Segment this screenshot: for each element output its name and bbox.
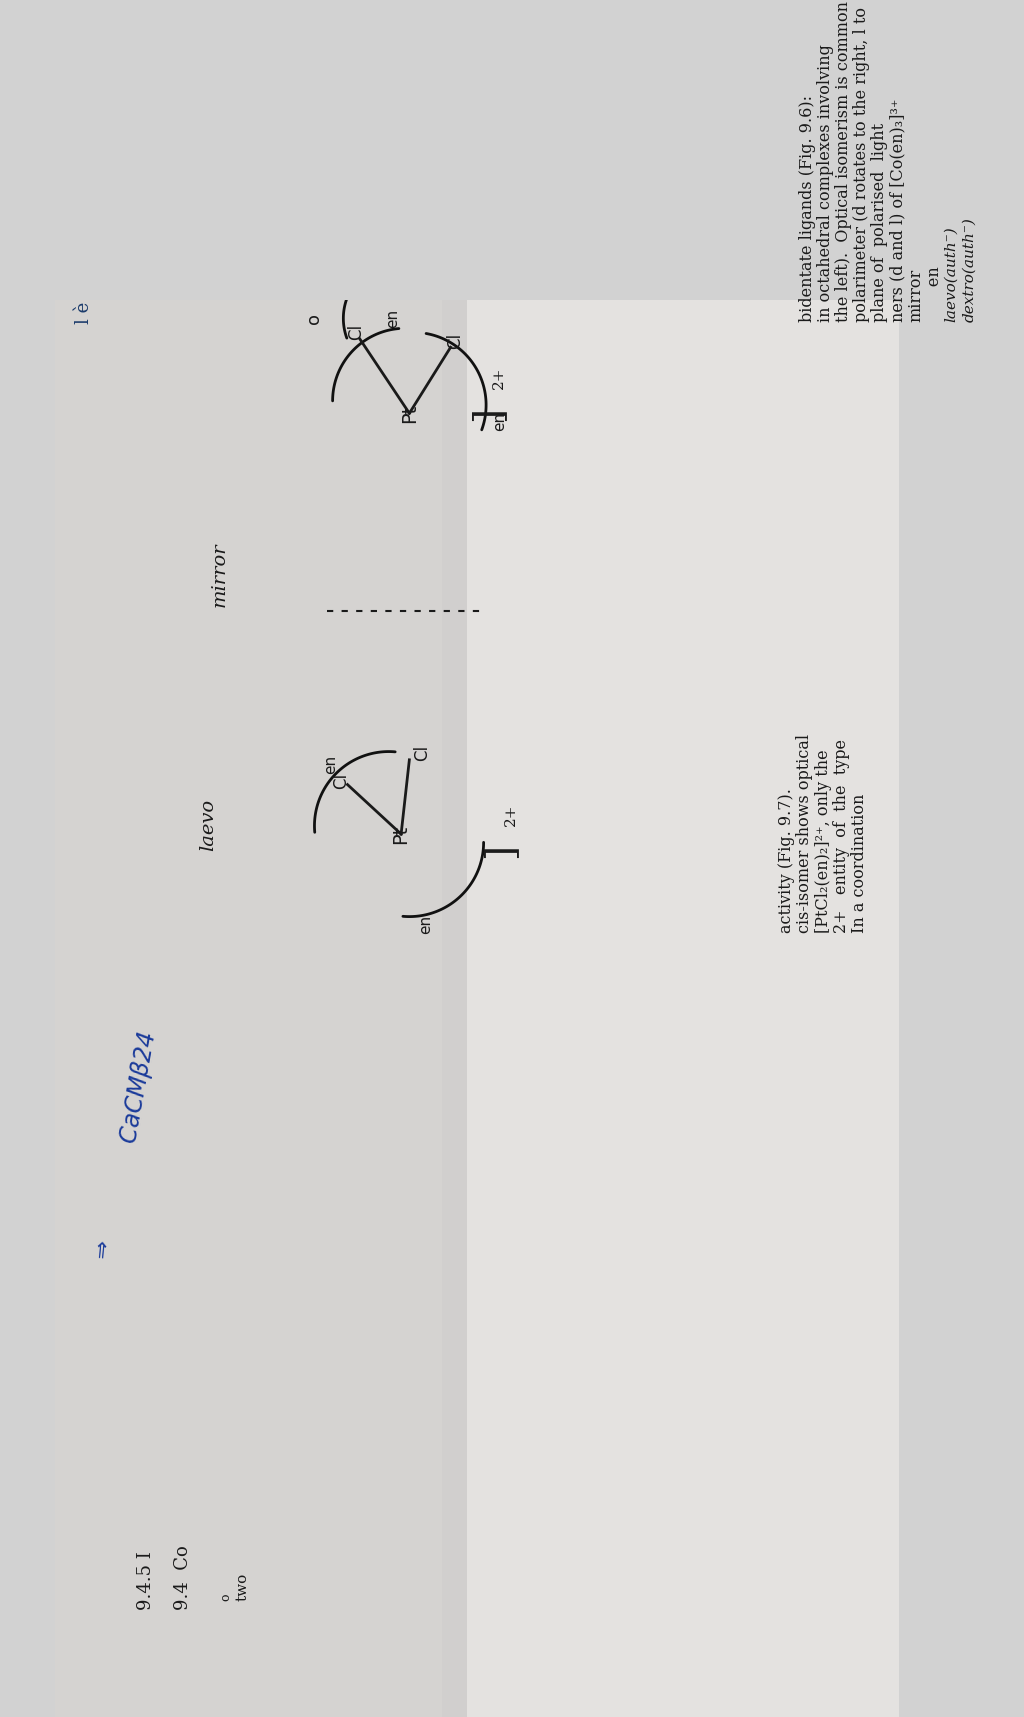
Text: ]: ] bbox=[481, 843, 518, 858]
Text: 9.4.5 I: 9.4.5 I bbox=[137, 1550, 155, 1611]
Text: en: en bbox=[324, 754, 339, 774]
Text: plane of  polarised  light: plane of polarised light bbox=[871, 124, 889, 323]
Text: ⇒: ⇒ bbox=[92, 1238, 114, 1259]
Text: Pt: Pt bbox=[399, 403, 419, 422]
Text: polarimeter (d rotates to the right, l to: polarimeter (d rotates to the right, l t… bbox=[853, 7, 870, 323]
Text: dextro(auth⁻): dextro(auth⁻) bbox=[963, 218, 976, 323]
Text: Pt: Pt bbox=[391, 824, 411, 843]
Text: the left).  Optical isomerism is common: the left). Optical isomerism is common bbox=[836, 2, 852, 323]
Text: CaCMβ24: CaCMβ24 bbox=[117, 1028, 160, 1145]
Text: ]: ] bbox=[469, 405, 506, 421]
Bar bbox=[442, 300, 467, 1717]
Text: en: en bbox=[493, 412, 508, 431]
Text: 2+   entity  of  the  type: 2+ entity of the type bbox=[833, 738, 850, 932]
Text: Cl: Cl bbox=[445, 333, 464, 349]
Text: mirror: mirror bbox=[211, 543, 228, 608]
Text: en: en bbox=[926, 266, 943, 323]
Text: bidentate ligands (Fig. 9.6):: bidentate ligands (Fig. 9.6): bbox=[799, 96, 816, 323]
Text: o: o bbox=[219, 1593, 232, 1602]
Text: mirror: mirror bbox=[907, 270, 925, 323]
Text: activity (Fig. 9.7).: activity (Fig. 9.7). bbox=[778, 788, 796, 932]
Text: two: two bbox=[237, 1573, 250, 1602]
Text: Cl: Cl bbox=[332, 773, 350, 788]
Text: In a coordination: In a coordination bbox=[851, 793, 867, 932]
Text: o: o bbox=[305, 312, 324, 325]
Text: 2+: 2+ bbox=[504, 804, 518, 826]
Text: laevo(auth⁻): laevo(auth⁻) bbox=[944, 227, 958, 323]
Text: laevo: laevo bbox=[199, 798, 217, 850]
Text: en: en bbox=[419, 915, 433, 934]
Text: l è: l è bbox=[75, 302, 93, 325]
Text: 9.4  Co: 9.4 Co bbox=[174, 1545, 193, 1611]
Text: cis-isomer shows optical: cis-isomer shows optical bbox=[797, 733, 813, 932]
Text: en: en bbox=[385, 309, 400, 328]
Text: [PtCl₂(en)₂]²⁺, only the: [PtCl₂(en)₂]²⁺, only the bbox=[814, 750, 831, 932]
Text: 2+: 2+ bbox=[492, 366, 506, 388]
Bar bbox=[54, 300, 442, 1717]
Text: Cl: Cl bbox=[347, 325, 365, 340]
Text: in octahedral complexes involving: in octahedral complexes involving bbox=[817, 45, 834, 323]
Bar bbox=[442, 300, 899, 1717]
Text: Cl: Cl bbox=[413, 745, 431, 761]
Text: ners (d and l) of [Co(en)₃]³⁺: ners (d and l) of [Co(en)₃]³⁺ bbox=[890, 100, 906, 323]
